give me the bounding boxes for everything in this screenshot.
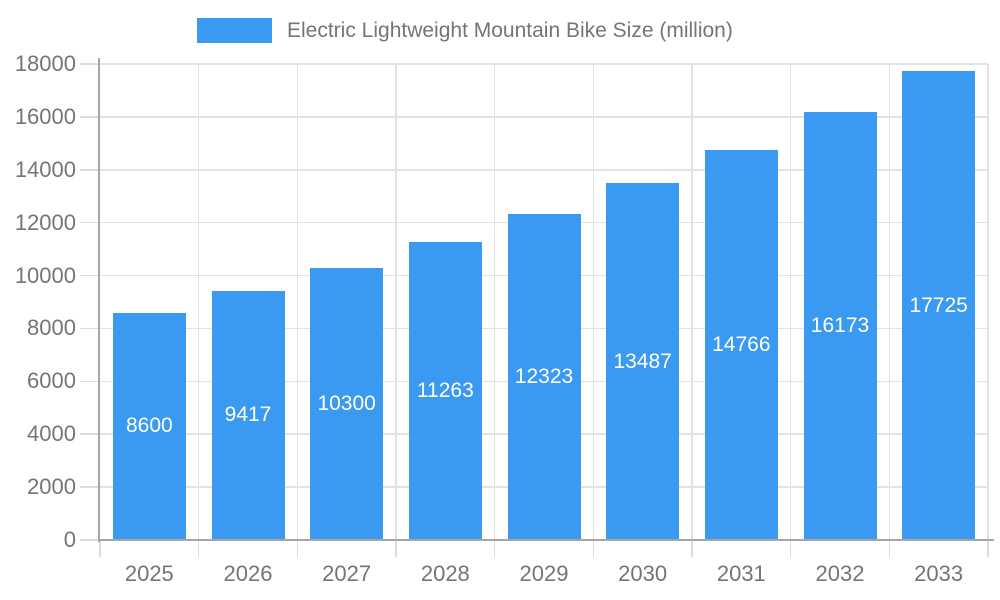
y-axis-tick [80,63,100,65]
x-axis-tick [493,540,496,557]
bar[interactable]: 16173 [803,112,877,540]
bar[interactable]: 10300 [310,267,384,540]
x-axis-label: 2027 [322,561,372,586]
bar[interactable]: 13487 [606,183,680,540]
y-axis-tick [80,539,100,541]
x-axis-tick [395,540,397,557]
y-axis-label: 12000 [14,209,76,235]
bar-value-label: 13487 [613,349,672,373]
bar-value-label: 11263 [416,379,474,403]
y-axis-tick [80,327,100,330]
x-axis-tick [592,540,595,557]
bar[interactable]: 11263 [408,242,482,540]
y-axis-label: 6000 [27,368,76,394]
y-gridline [100,169,988,171]
bar-value-label: 9417 [224,403,272,427]
x-axis-line [98,539,994,541]
x-axis-label: 2026 [223,561,273,586]
y-axis-tick [80,169,100,171]
x-gridline [691,64,693,540]
bar-value-label: 16173 [810,314,870,338]
y-gridline [100,116,988,118]
y-axis-label: 4000 [27,421,76,447]
x-gridline [493,64,496,540]
x-gridline [987,64,989,540]
x-axis-label: 2031 [716,561,766,586]
bar[interactable]: 9417 [211,290,285,540]
y-axis-tick [80,433,100,435]
x-axis-label: 2029 [519,561,569,586]
x-axis-tick [197,540,200,557]
bar[interactable]: 14766 [704,149,778,540]
x-axis-tick [691,540,693,557]
legend-label: Electric Lightweight Mountain Bike Size … [287,18,733,42]
x-axis-label: 2025 [124,561,174,586]
x-gridline [888,64,891,540]
y-axis-tick [80,116,100,118]
bar[interactable]: 12323 [507,214,581,540]
y-axis-label: 18000 [14,51,76,76]
x-axis-tick [987,540,989,557]
bar[interactable]: 17725 [902,71,976,540]
bar-value-label: 12323 [514,365,574,389]
x-gridline [197,64,200,540]
x-axis-label: 2033 [914,561,964,586]
bar-value-label: 10300 [317,391,376,415]
y-axis-label: 16000 [14,103,76,129]
x-gridline [296,64,299,540]
x-axis-tick [296,540,299,557]
y-axis-label: 10000 [14,262,76,288]
bar-value-label: 14766 [712,332,771,356]
y-axis-label: 8000 [27,315,76,341]
x-axis-label: 2028 [420,561,470,586]
y-axis-tick [80,380,100,383]
y-axis-label: 2000 [27,474,76,500]
x-gridline [789,64,792,540]
legend-swatch-icon [197,18,272,43]
y-axis-label: 14000 [14,156,76,182]
y-axis-tick [80,221,100,224]
y-axis-line [98,58,100,542]
x-gridline [395,64,397,540]
x-axis-label: 2032 [815,561,865,586]
x-axis-label: 2030 [618,561,668,586]
bar[interactable]: 8600 [112,312,186,540]
y-gridline [100,63,988,65]
bar-value-label: 8600 [125,414,173,438]
y-axis-label: 0 [63,527,76,552]
y-axis-tick [80,274,100,277]
bar-value-label: 17725 [909,293,968,317]
x-gridline [592,64,595,540]
x-axis-tick [888,540,891,557]
y-axis-tick [80,486,100,488]
x-axis-tick [99,540,101,557]
x-axis-tick [789,540,792,557]
legend-item[interactable]: Electric Lightweight Mountain Bike Size … [197,18,733,43]
